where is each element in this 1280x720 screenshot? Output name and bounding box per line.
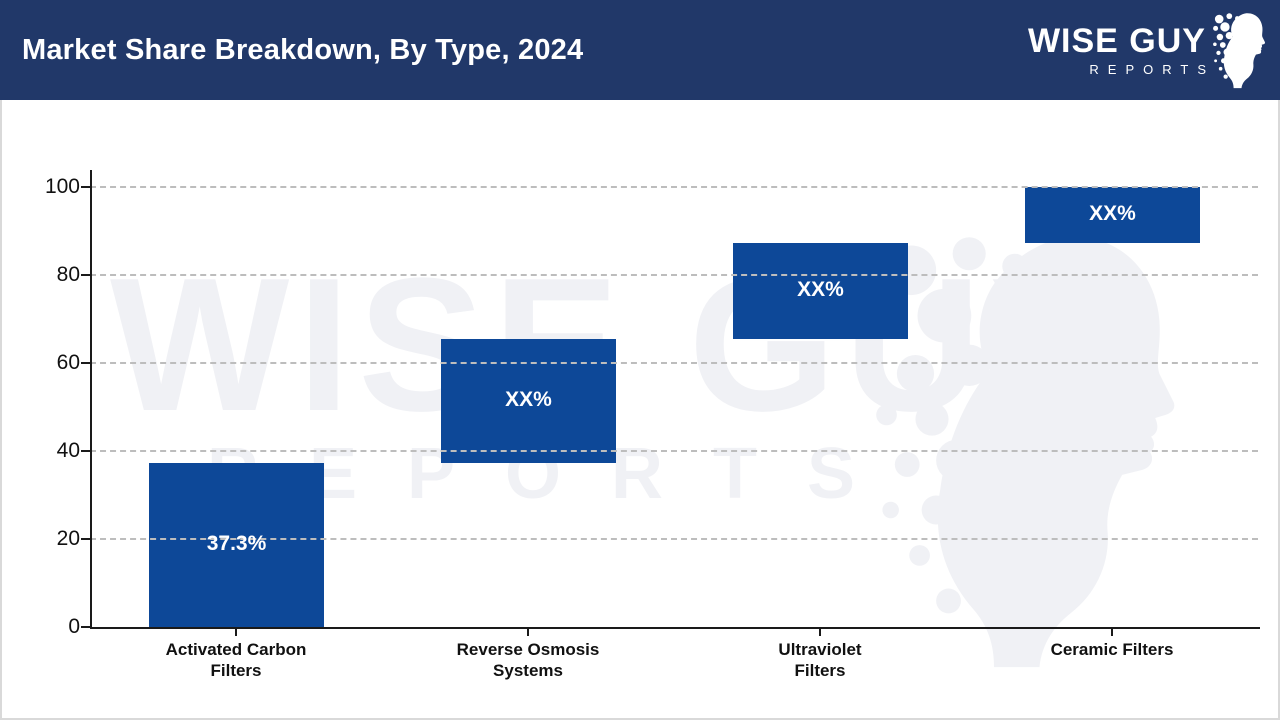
x-axis-line xyxy=(90,627,1260,629)
x-category-label: Ultraviolet Filters xyxy=(674,640,966,681)
x-category-line: Activated Carbon xyxy=(165,640,307,659)
y-tick-label: 20 xyxy=(56,527,80,550)
bar-segment xyxy=(733,243,908,339)
logo-text: WISE GUY REPORTS xyxy=(1028,24,1206,76)
header-bar: Market Share Breakdown, By Type, 2024 WI… xyxy=(0,0,1280,100)
x-category-label: Ceramic Filters xyxy=(966,640,1258,661)
bar-value-label: 37.3% xyxy=(206,532,267,555)
bar-value-label: XX% xyxy=(505,388,552,411)
logo-brand-sub: REPORTS xyxy=(1089,62,1215,77)
y-tick-label: 80 xyxy=(56,263,80,286)
gridline xyxy=(90,538,1258,540)
y-tick-mark xyxy=(81,186,90,188)
y-tick-mark xyxy=(81,274,90,276)
gridline xyxy=(90,362,1258,364)
bar-value-label: XX% xyxy=(797,278,844,301)
y-tick-label: 60 xyxy=(56,351,80,374)
x-category-line: Filters xyxy=(794,660,846,680)
bar-segment xyxy=(441,339,616,463)
x-category-line: Systems xyxy=(493,660,563,680)
y-tick-mark xyxy=(81,626,90,628)
y-tick-mark xyxy=(81,450,90,452)
y-tick-label: 40 xyxy=(56,439,80,462)
logo-brand-name: WISE GUY xyxy=(1027,22,1206,60)
logo-head-icon xyxy=(1213,13,1266,89)
x-tick-mark xyxy=(235,627,237,636)
wise-guy-reports-logo: WISE GUY REPORTS xyxy=(1028,9,1280,91)
y-axis-line xyxy=(90,170,92,629)
y-tick-label: 0 xyxy=(68,615,80,638)
x-tick-mark xyxy=(1111,627,1113,636)
y-tick-mark xyxy=(81,362,90,364)
x-category-line: Ceramic Filters xyxy=(1050,640,1174,659)
x-category-line: Ultraviolet xyxy=(778,640,862,659)
x-category-line: Reverse Osmosis xyxy=(456,640,600,659)
x-category-line: Filters xyxy=(210,660,262,680)
y-tick-mark xyxy=(81,538,90,540)
x-tick-mark xyxy=(527,627,529,636)
chart-title: Market Share Breakdown, By Type, 2024 xyxy=(22,33,584,66)
plot-region: 0 20 40 60 80 100 37.3% Activated Carbon Filters… xyxy=(2,100,1278,718)
gridline xyxy=(90,274,1258,276)
gridline xyxy=(90,186,1258,188)
y-tick-label: 100 xyxy=(44,175,80,198)
x-tick-mark xyxy=(819,627,821,636)
x-category-label: Activated Carbon Filters xyxy=(90,640,382,681)
x-category-label: Reverse Osmosis Systems xyxy=(382,640,674,681)
chart-area: WISE GUY REPORTS 0 20 40 60 80 100 37.3% Activa… xyxy=(0,100,1280,720)
bar-value-label: XX% xyxy=(1089,202,1136,225)
gridline xyxy=(90,450,1258,452)
bar-segment xyxy=(1025,187,1200,243)
bar-segment xyxy=(149,463,324,627)
